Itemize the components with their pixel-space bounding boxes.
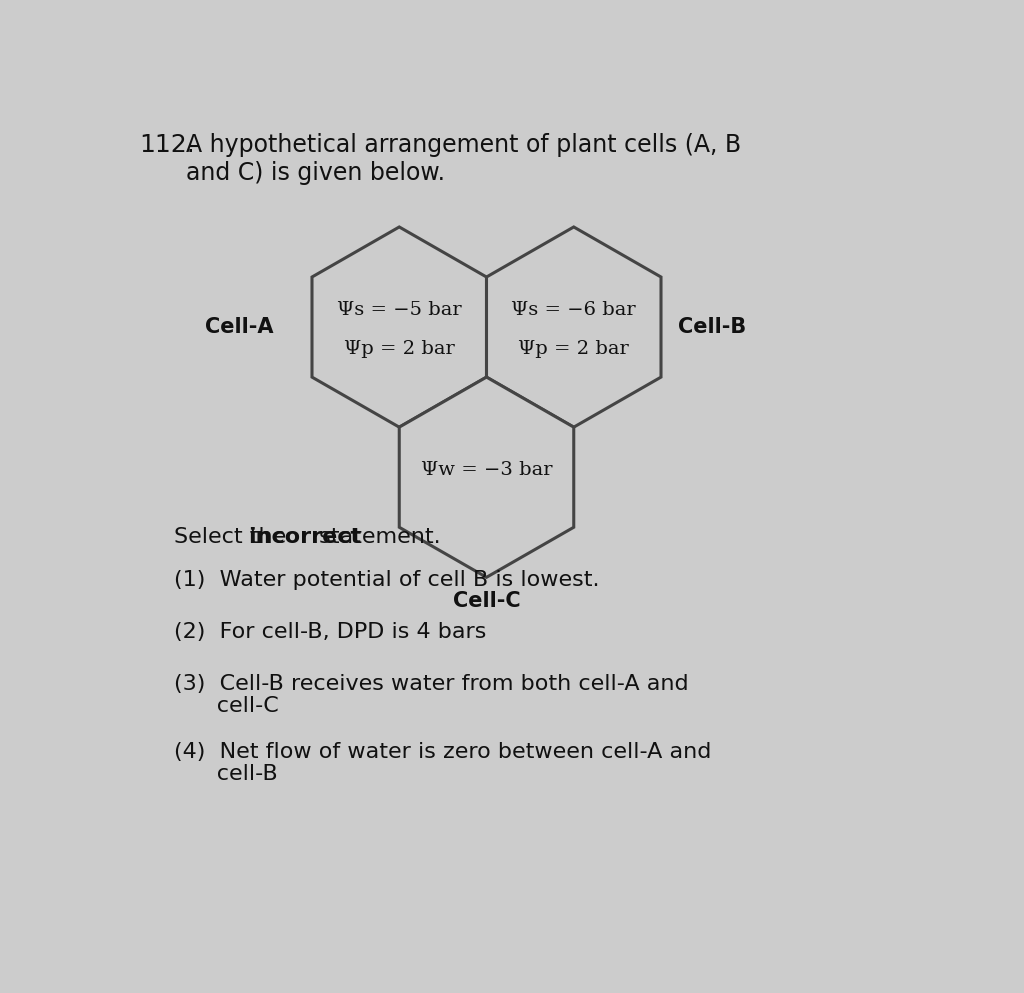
Text: Cell-B: Cell-B <box>679 317 746 337</box>
Text: Ψs = −5 bar: Ψs = −5 bar <box>337 301 462 319</box>
Text: 112.: 112. <box>139 133 196 157</box>
Text: Select the: Select the <box>174 527 294 547</box>
Text: (1)  Water potential of cell B is lowest.: (1) Water potential of cell B is lowest. <box>174 570 600 590</box>
Text: Ψp = 2 bar: Ψp = 2 bar <box>518 340 629 357</box>
Text: Ψp = 2 bar: Ψp = 2 bar <box>344 340 455 357</box>
Text: statement.: statement. <box>311 527 440 547</box>
Polygon shape <box>312 227 486 427</box>
Text: A hypothetical arrangement of plant cells (A, B
and C) is given below.: A hypothetical arrangement of plant cell… <box>186 133 741 185</box>
Text: Cell-A: Cell-A <box>205 317 273 337</box>
Text: incorrect: incorrect <box>248 527 361 547</box>
Text: cell-B: cell-B <box>174 764 279 783</box>
Polygon shape <box>486 227 662 427</box>
Text: Cell-C: Cell-C <box>453 591 520 611</box>
Text: Ψs = −6 bar: Ψs = −6 bar <box>511 301 636 319</box>
Polygon shape <box>399 377 573 577</box>
Text: Ψw = −3 bar: Ψw = −3 bar <box>421 461 552 479</box>
Text: cell-C: cell-C <box>174 696 280 716</box>
Text: (3)  Cell-B receives water from both cell-A and: (3) Cell-B receives water from both cell… <box>174 674 689 694</box>
Text: (4)  Net flow of water is zero between cell-A and: (4) Net flow of water is zero between ce… <box>174 742 712 762</box>
Text: (2)  For cell-B, DPD is 4 bars: (2) For cell-B, DPD is 4 bars <box>174 622 486 641</box>
